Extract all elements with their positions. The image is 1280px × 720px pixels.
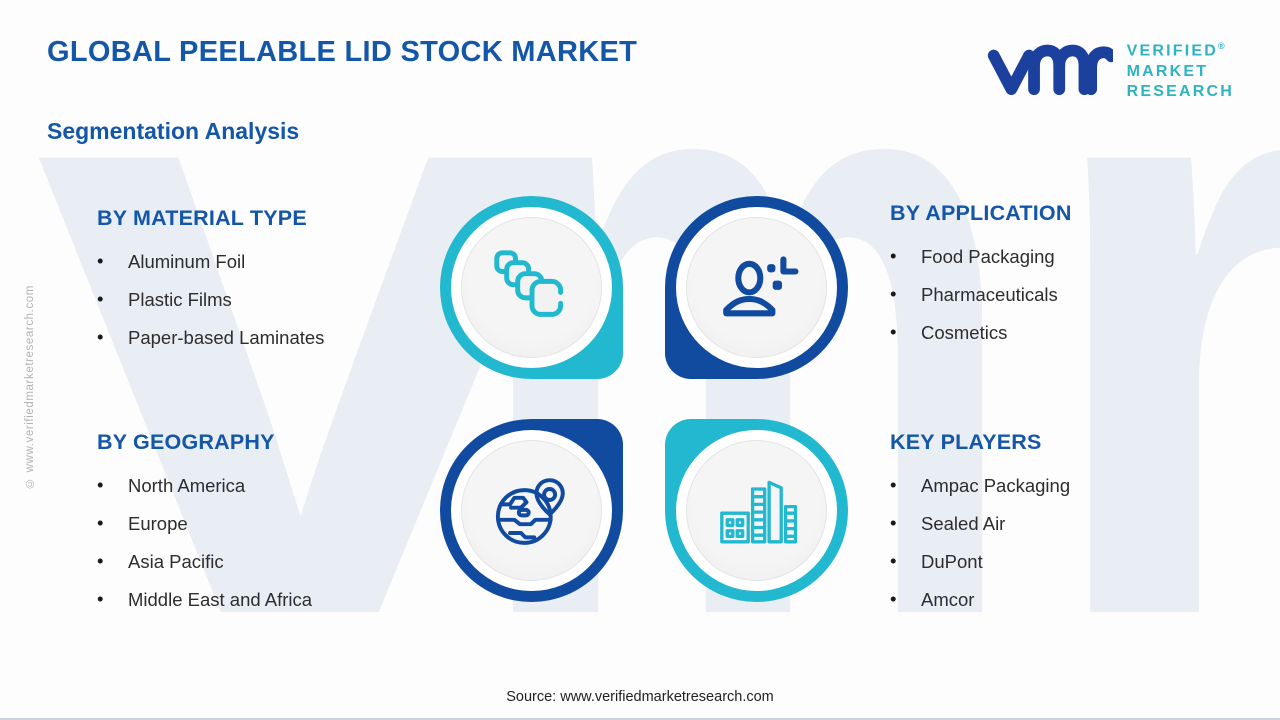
- list-item: Aluminum Foil: [97, 249, 427, 273]
- section-title: KEY PLAYERS: [890, 430, 1042, 454]
- section-by-application: BY APPLICATION Food Packaging Pharmaceut…: [890, 201, 1220, 359]
- bubble-material-type: [440, 196, 623, 379]
- bubble-white-ring: [451, 430, 612, 591]
- section-title: BY APPLICATION: [890, 201, 1072, 225]
- bubble-application: [665, 196, 848, 379]
- section-by-geography: BY GEOGRAPHY North America Europe Asia P…: [97, 430, 427, 626]
- person-plus-icon: [722, 255, 799, 316]
- list-item: Paper-based Laminates: [97, 325, 427, 349]
- bubble-inner-circle: [461, 217, 602, 358]
- logo-line-verified: VERIFIED: [1126, 42, 1218, 60]
- registered-mark: ®: [1218, 41, 1225, 52]
- section-list: Food Packaging Pharmaceuticals Cosmetics: [890, 244, 1220, 344]
- section-title: BY GEOGRAPHY: [97, 430, 275, 454]
- list-item: Amcor: [890, 587, 1220, 611]
- list-item: Sealed Air: [890, 511, 1220, 535]
- page-title: GLOBAL PEELABLE LID STOCK MARKET: [47, 36, 638, 68]
- globe-pin-icon: [495, 477, 565, 545]
- section-list: North America Europe Asia Pacific Middle…: [97, 473, 427, 611]
- section-by-material-type: BY MATERIAL TYPE Aluminum Foil Plastic F…: [97, 206, 427, 364]
- bubble-geography: [440, 419, 623, 602]
- list-item: Ampac Packaging: [890, 473, 1220, 497]
- list-item: Food Packaging: [890, 244, 1220, 268]
- segmentation-graphic: [440, 196, 848, 602]
- list-item: DuPont: [890, 549, 1220, 573]
- logo-line-research: RESEARCH: [1126, 82, 1234, 100]
- list-item: Asia Pacific: [97, 549, 427, 573]
- side-watermark: © www.verifiedmarketresearch.com: [24, 285, 36, 489]
- vmr-logo-mark-icon: [987, 44, 1113, 96]
- vmr-logo: VERIFIED® MARKET RESEARCH: [987, 32, 1234, 106]
- subtitle: Segmentation Analysis: [47, 118, 300, 144]
- bubble-white-ring: [676, 430, 837, 591]
- section-key-players: KEY PLAYERS Ampac Packaging Sealed Air D…: [890, 430, 1220, 626]
- list-item: Europe: [97, 511, 427, 535]
- source-line: Source: www.verifiedmarketresearch.com: [506, 689, 774, 705]
- bubble-inner-circle: [686, 217, 827, 358]
- list-item: Cosmetics: [890, 320, 1220, 344]
- layers-icon: [493, 249, 563, 317]
- list-item: Pharmaceuticals: [890, 282, 1220, 306]
- list-item: Middle East and Africa: [97, 587, 427, 611]
- logo-line-market: MARKET: [1126, 62, 1209, 80]
- bubble-inner-circle: [686, 440, 827, 581]
- bubble-inner-circle: [461, 440, 602, 581]
- section-title: BY MATERIAL TYPE: [97, 206, 307, 230]
- list-item: Plastic Films: [97, 287, 427, 311]
- bottom-divider: [0, 718, 1280, 720]
- bubble-white-ring: [676, 207, 837, 368]
- section-list: Ampac Packaging Sealed Air DuPont Amcor: [890, 473, 1220, 611]
- buildings-icon: [719, 480, 797, 543]
- bubble-key-players: [665, 419, 848, 602]
- bubble-white-ring: [451, 207, 612, 368]
- section-list: Aluminum Foil Plastic Films Paper-based …: [97, 249, 427, 349]
- list-item: North America: [97, 473, 427, 497]
- vmr-logo-wordmark: VERIFIED® MARKET RESEARCH: [1127, 36, 1234, 101]
